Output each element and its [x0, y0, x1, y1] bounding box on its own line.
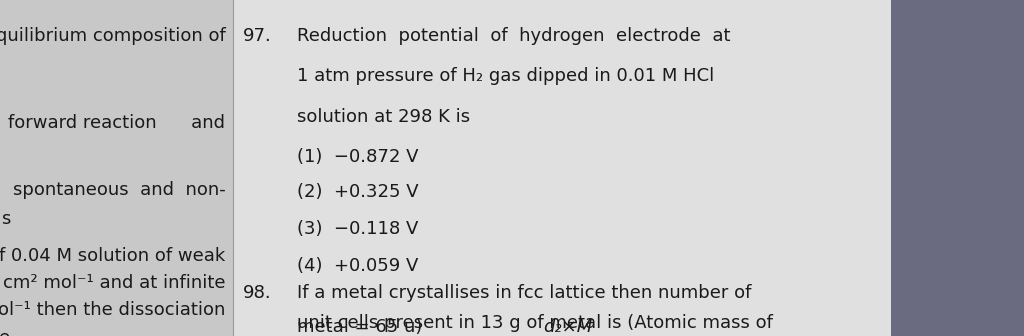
- Text: Reduction  potential  of  hydrogen  electrode  at: Reduction potential of hydrogen electrod…: [297, 27, 730, 45]
- Text: forward reaction      and: forward reaction and: [8, 114, 225, 132]
- Text: quilibrium composition of: quilibrium composition of: [0, 27, 225, 45]
- Text: ol⁻¹ then the dissociation: ol⁻¹ then the dissociation: [0, 301, 225, 319]
- Text: 98.: 98.: [243, 284, 271, 302]
- Text: (2)  +0.325 V: (2) +0.325 V: [297, 183, 419, 201]
- Text: If a metal crystallises in fcc lattice then number of: If a metal crystallises in fcc lattice t…: [297, 284, 752, 302]
- Text: 97.: 97.: [243, 27, 271, 45]
- Text: solution at 298 K is: solution at 298 K is: [297, 108, 470, 126]
- Text: cm² mol⁻¹ and at infinite: cm² mol⁻¹ and at infinite: [3, 274, 225, 292]
- Text: (1)  −0.872 V: (1) −0.872 V: [297, 148, 419, 166]
- Text: s: s: [1, 210, 10, 228]
- Text: spontaneous  and  non-: spontaneous and non-: [12, 181, 225, 200]
- Text: e: e: [0, 329, 10, 336]
- Text: unit cells present in 13 g of metal is (Atomic mass of: unit cells present in 13 g of metal is (…: [297, 314, 773, 332]
- FancyBboxPatch shape: [891, 0, 1024, 336]
- FancyBboxPatch shape: [233, 0, 891, 336]
- Text: 1 atm pressure of H₂ gas dipped in 0.01 M HCl: 1 atm pressure of H₂ gas dipped in 0.01 …: [297, 67, 714, 85]
- Text: metal = 65 u): metal = 65 u): [297, 318, 422, 336]
- Text: f 0.04 M solution of weak: f 0.04 M solution of weak: [0, 247, 225, 265]
- FancyBboxPatch shape: [0, 0, 233, 336]
- Text: (4)  +0.059 V: (4) +0.059 V: [297, 257, 419, 275]
- Text: (3)  −0.118 V: (3) −0.118 V: [297, 220, 419, 238]
- Text: d₂×M: d₂×M: [543, 318, 592, 336]
